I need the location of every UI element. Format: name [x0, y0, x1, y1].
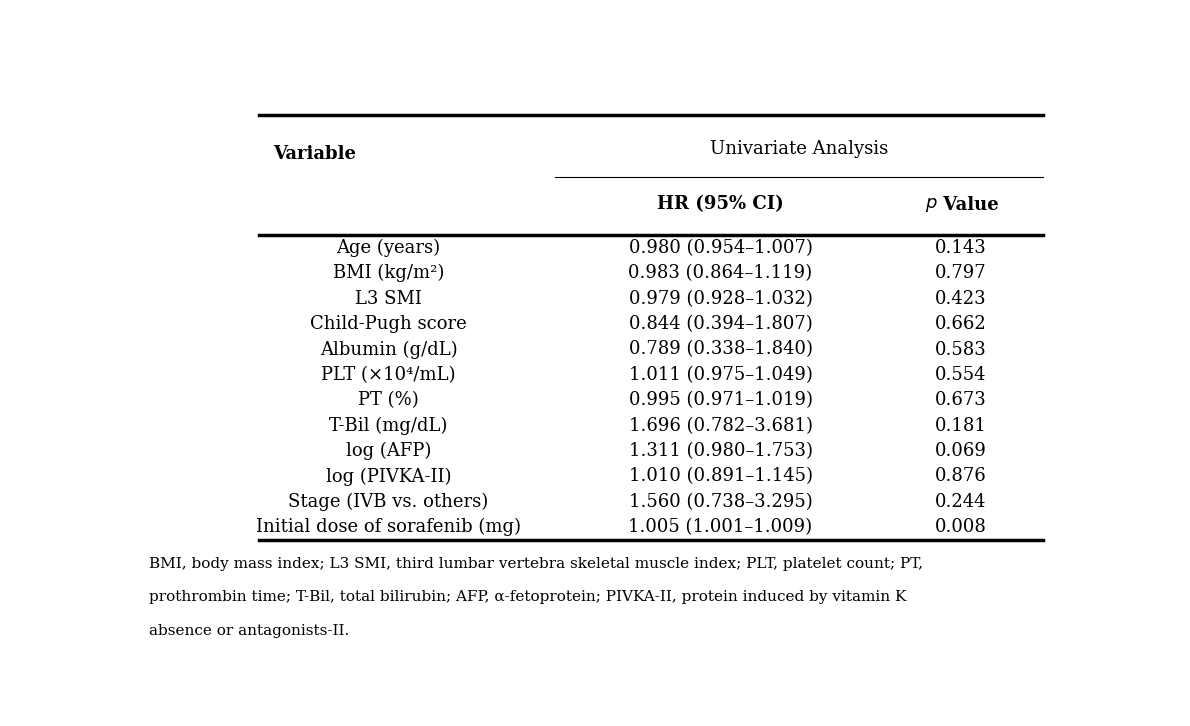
- Text: 0.143: 0.143: [934, 239, 987, 257]
- Text: log (AFP): log (AFP): [346, 442, 431, 460]
- Text: 0.423: 0.423: [934, 290, 987, 308]
- Text: 0.554: 0.554: [934, 366, 987, 384]
- Text: 0.995 (0.971–1.019): 0.995 (0.971–1.019): [628, 391, 813, 409]
- Text: Value: Value: [938, 195, 1000, 213]
- Text: Age (years): Age (years): [337, 239, 440, 257]
- Text: 0.662: 0.662: [934, 315, 987, 333]
- Text: T-Bil (mg/dL): T-Bil (mg/dL): [330, 417, 447, 435]
- Text: 1.311 (0.980–1.753): 1.311 (0.980–1.753): [628, 442, 813, 460]
- Text: L3 SMI: L3 SMI: [355, 290, 422, 308]
- Text: absence or antagonists-II.: absence or antagonists-II.: [149, 624, 349, 637]
- Text: Albumin (g/dL): Albumin (g/dL): [320, 340, 457, 359]
- Text: Variable: Variable: [274, 145, 356, 163]
- Text: prothrombin time; T-Bil, total bilirubin; AFP, α-fetoprotein; PIVKA-II, protein : prothrombin time; T-Bil, total bilirubin…: [149, 590, 906, 604]
- Text: 0.673: 0.673: [934, 391, 987, 409]
- Text: 0.876: 0.876: [934, 468, 987, 486]
- Text: 0.181: 0.181: [934, 417, 987, 435]
- Text: 0.583: 0.583: [934, 340, 987, 359]
- Text: 0.069: 0.069: [934, 442, 987, 460]
- Text: 0.789 (0.338–1.840): 0.789 (0.338–1.840): [628, 340, 813, 359]
- Text: 0.244: 0.244: [934, 493, 987, 511]
- Text: log (PIVKA-II): log (PIVKA-II): [326, 468, 451, 486]
- Text: Initial dose of sorafenib (mg): Initial dose of sorafenib (mg): [256, 518, 521, 537]
- Text: 0.979 (0.928–1.032): 0.979 (0.928–1.032): [628, 290, 813, 308]
- Text: BMI, body mass index; L3 SMI, third lumbar vertebra skeletal muscle index; PLT, : BMI, body mass index; L3 SMI, third lumb…: [149, 557, 922, 571]
- Text: 0.797: 0.797: [934, 264, 987, 282]
- Text: 0.980 (0.954–1.007): 0.980 (0.954–1.007): [628, 239, 813, 257]
- Text: Child-Pugh score: Child-Pugh score: [311, 315, 466, 333]
- Text: 1.010 (0.891–1.145): 1.010 (0.891–1.145): [628, 468, 813, 486]
- Text: 1.005 (1.001–1.009): 1.005 (1.001–1.009): [628, 518, 813, 537]
- Text: 0.983 (0.864–1.119): 0.983 (0.864–1.119): [628, 264, 813, 282]
- Text: BMI (kg/m²): BMI (kg/m²): [333, 264, 444, 282]
- Text: HR (95% CI): HR (95% CI): [657, 195, 784, 213]
- Text: 1.011 (0.975–1.049): 1.011 (0.975–1.049): [628, 366, 813, 384]
- Text: Stage (IVB vs. others): Stage (IVB vs. others): [288, 493, 489, 511]
- Text: 1.560 (0.738–3.295): 1.560 (0.738–3.295): [628, 493, 813, 511]
- Text: Univariate Analysis: Univariate Analysis: [709, 139, 888, 158]
- Text: $p$: $p$: [925, 195, 938, 213]
- Text: PT (%): PT (%): [358, 391, 419, 409]
- Text: 0.008: 0.008: [934, 518, 987, 537]
- Text: PLT (×10⁴/mL): PLT (×10⁴/mL): [321, 366, 456, 384]
- Text: 1.696 (0.782–3.681): 1.696 (0.782–3.681): [628, 417, 813, 435]
- Text: 0.844 (0.394–1.807): 0.844 (0.394–1.807): [628, 315, 813, 333]
